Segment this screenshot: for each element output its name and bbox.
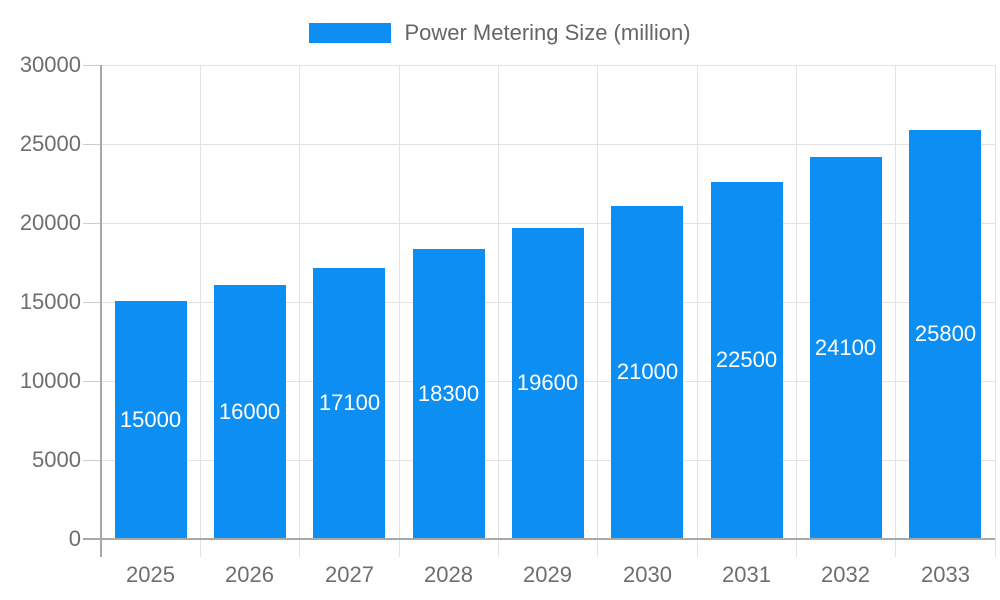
x-gridline xyxy=(299,65,301,557)
x-gridline xyxy=(795,65,797,557)
legend-swatch xyxy=(309,23,392,43)
x-gridline xyxy=(497,65,499,557)
y-axis-tick xyxy=(83,64,101,66)
bar xyxy=(909,130,981,538)
x-gridline xyxy=(696,65,698,557)
y-axis-label: 15000 xyxy=(19,289,81,314)
bar xyxy=(413,249,485,538)
chart-legend: Power Metering Size (million) xyxy=(0,16,1000,50)
x-axis-label: 2026 xyxy=(225,562,274,587)
y-gridline xyxy=(101,143,995,145)
y-axis-label: 0 xyxy=(68,526,81,551)
x-axis-line xyxy=(83,538,995,540)
x-gridline xyxy=(199,65,201,557)
bar-value-label: 21000 xyxy=(616,359,679,384)
x-gridline xyxy=(398,65,400,557)
bar xyxy=(711,182,783,538)
bar-value-label: 22500 xyxy=(715,347,778,372)
x-axis-label: 2027 xyxy=(325,562,374,587)
bar xyxy=(115,301,187,538)
bar-value-label: 24100 xyxy=(814,335,877,360)
bar xyxy=(810,157,882,538)
y-axis-label: 30000 xyxy=(19,52,81,77)
x-axis-label: 2030 xyxy=(623,562,672,587)
x-axis-label: 2029 xyxy=(523,562,572,587)
y-gridline xyxy=(101,222,995,224)
y-axis-tick xyxy=(83,459,101,461)
y-axis-label: 10000 xyxy=(19,368,81,393)
x-axis-label: 2025 xyxy=(126,562,175,587)
bar-value-label: 18300 xyxy=(417,381,480,406)
x-gridline xyxy=(597,65,599,557)
y-axis-tick xyxy=(83,380,101,382)
bar xyxy=(611,206,683,538)
legend-title: Power Metering Size (million) xyxy=(404,20,691,45)
y-axis-label: 20000 xyxy=(19,210,81,235)
bar-value-label: 15000 xyxy=(119,407,182,432)
x-axis-label: 2028 xyxy=(424,562,473,587)
x-gridline xyxy=(895,65,897,557)
y-axis-tick xyxy=(83,301,101,303)
y-axis-tick xyxy=(83,143,101,145)
bar-value-label: 19600 xyxy=(516,370,579,395)
y-axis-tick xyxy=(83,222,101,224)
bar-value-label: 17100 xyxy=(318,390,381,415)
y-axis-line xyxy=(100,65,102,557)
y-gridline xyxy=(101,64,995,66)
bar xyxy=(512,228,584,538)
x-axis-label: 2033 xyxy=(921,562,970,587)
x-axis-label: 2031 xyxy=(722,562,771,587)
x-axis-label: 2032 xyxy=(821,562,870,587)
bar xyxy=(313,268,385,538)
bar-value-label: 16000 xyxy=(218,399,281,424)
bar-value-label: 25800 xyxy=(914,321,977,346)
y-axis-label: 5000 xyxy=(32,447,81,472)
y-axis-label: 25000 xyxy=(19,131,81,156)
x-gridline xyxy=(994,65,996,557)
bar xyxy=(214,285,286,538)
